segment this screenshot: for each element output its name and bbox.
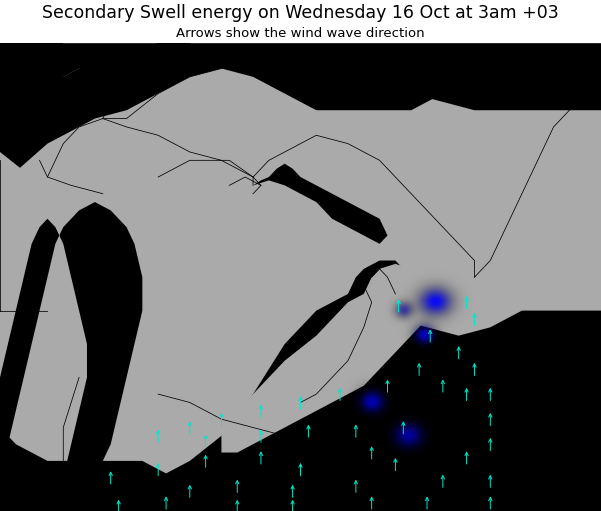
Polygon shape [221,264,435,453]
Polygon shape [253,164,388,244]
Polygon shape [0,144,40,511]
Polygon shape [0,43,601,127]
Text: Secondary Swell energy on Wednesday 16 Oct at 3am +03: Secondary Swell energy on Wednesday 16 O… [42,4,559,22]
Polygon shape [0,202,142,511]
Polygon shape [63,43,601,94]
Polygon shape [0,261,601,511]
Text: Arrows show the wind wave direction: Arrows show the wind wave direction [176,28,425,40]
Polygon shape [0,43,601,511]
Polygon shape [0,160,63,219]
